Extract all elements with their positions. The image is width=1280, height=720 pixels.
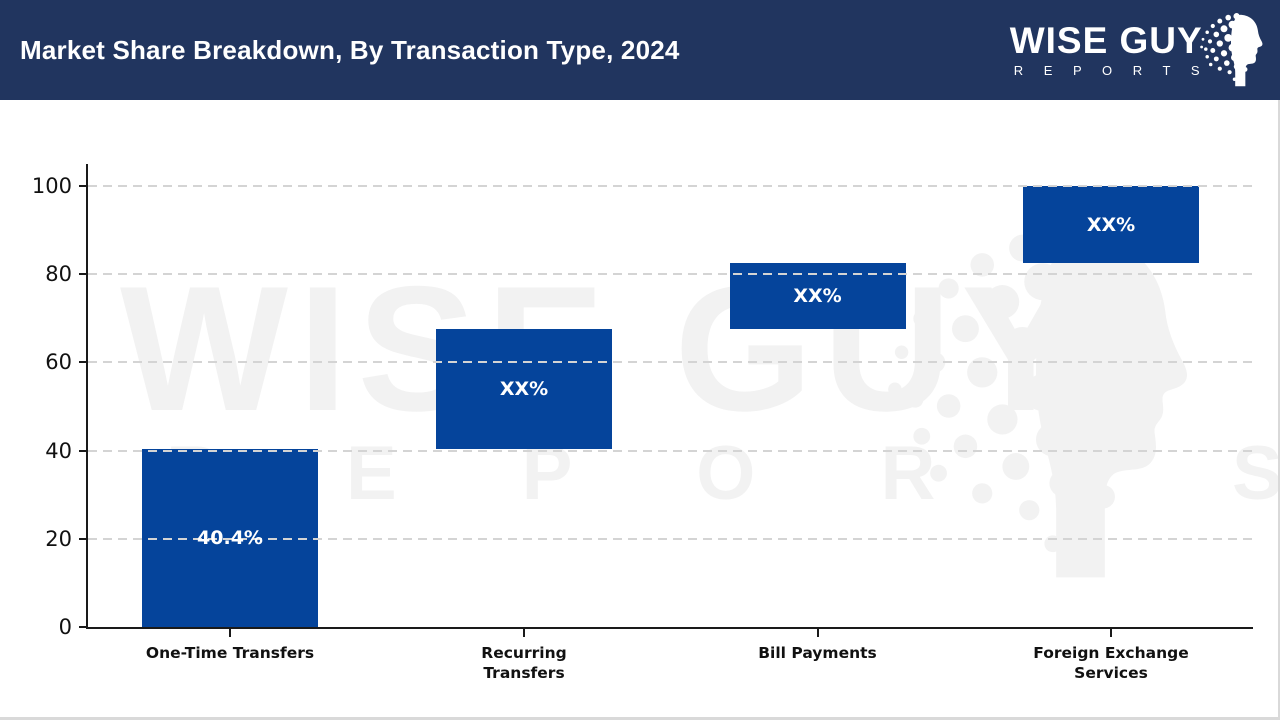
bar-value-label-bill-payments: XX% <box>793 285 842 308</box>
plot: 40.4% XX% XX% XX% 0 20 40 60 80 100 One-Time Trans… <box>0 100 1278 717</box>
y-tick-0 <box>79 626 86 628</box>
chart-area: WISE GUY R E P O R T S 40.4% XX% XX% XX% 0 20… <box>0 100 1280 720</box>
y-tick-60 <box>79 361 86 364</box>
y-tick-label-80: 80 <box>45 262 72 287</box>
x-category-label-bill-payments: Bill Payments <box>758 644 877 662</box>
bar-recurring-transfers <box>436 329 612 449</box>
header: Market Share Breakdown, By Transaction T… <box>0 0 1280 100</box>
y-tick-label-100: 100 <box>31 174 72 198</box>
bar-foreign-exchange-services <box>1023 186 1199 264</box>
y-tick-20 <box>79 537 86 540</box>
y-tick-label-60: 60 <box>45 350 72 375</box>
bar-value-label-recurring-transfers: XX% <box>499 378 549 401</box>
chart-title: Market Share Breakdown, By Transaction T… <box>20 34 680 65</box>
x-category-label-foreign-exchange-services: Foreign Exchange Services <box>1033 644 1189 682</box>
x-tick-foreign-exchange-services <box>1110 629 1112 637</box>
y-tick-40 <box>79 449 86 452</box>
x-tick-one-time-transfers <box>229 629 231 637</box>
brand-subtext: R E P O R T S <box>1013 63 1208 78</box>
gridline-80 <box>88 273 1253 276</box>
y-tick-100 <box>79 185 86 187</box>
x-category-label-recurring-transfers: Recurring Transfers <box>481 644 567 682</box>
gridline-60 <box>88 361 1253 364</box>
brand-wordmark-block: WISE GUY R E P O R T S <box>1010 22 1208 78</box>
x-category-label-one-time-transfers: One-Time Transfers <box>145 644 315 662</box>
gridline-20 <box>88 537 1253 540</box>
x-tick-bill-payments <box>816 629 819 637</box>
y-tick-label-40: 40 <box>45 438 72 463</box>
y-tick-label-20: 20 <box>45 526 72 551</box>
gridline-100 <box>88 185 1253 187</box>
wiseguy-head-icon <box>1200 12 1263 86</box>
y-tick-80 <box>79 273 86 276</box>
y-tick-label-0: 0 <box>58 615 72 639</box>
bar-value-label-foreign-exchange-services: XX% <box>1086 213 1136 236</box>
y-axis-spine <box>86 164 88 629</box>
brand-logo: WISE GUY R E P O R T S <box>1010 12 1266 89</box>
gridline-40 <box>88 449 1253 452</box>
brand-wordmark: WISE GUY <box>1009 20 1203 61</box>
x-tick-recurring-transfers <box>523 629 525 637</box>
x-axis-spine <box>86 627 1253 629</box>
bar-value-label-one-time-transfers: 40.4% <box>197 526 263 549</box>
